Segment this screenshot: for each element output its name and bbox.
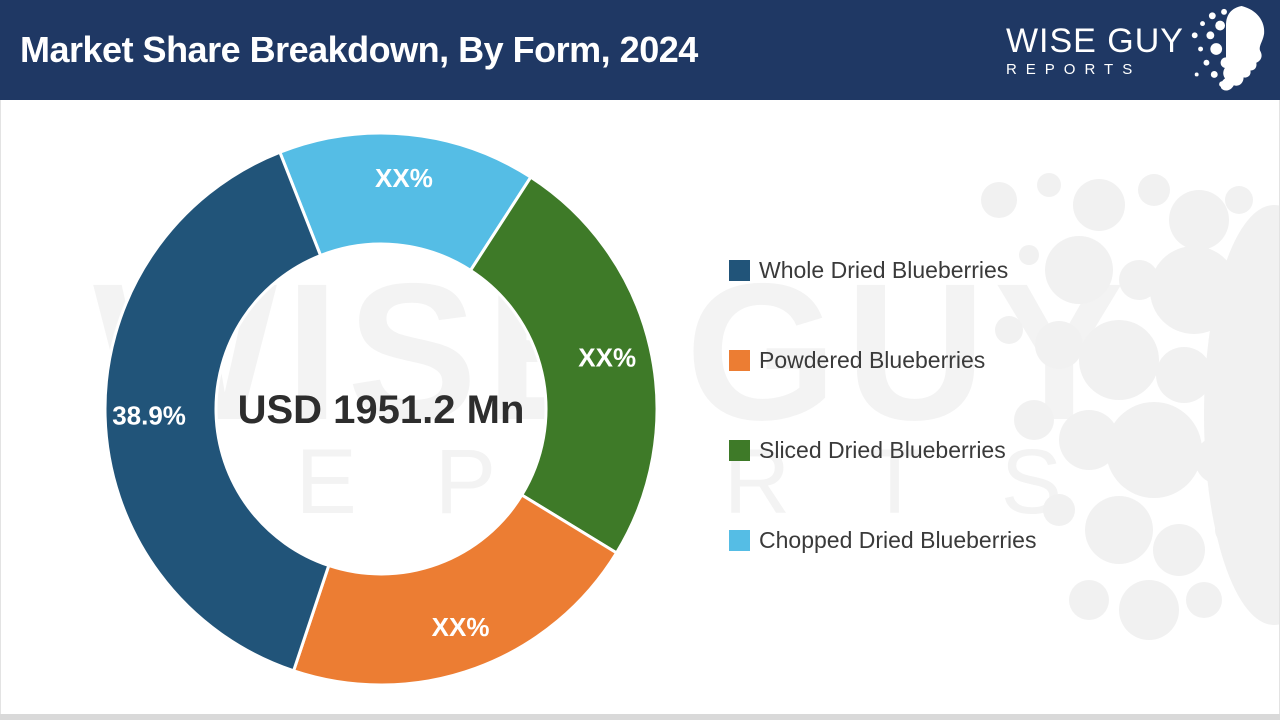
donut-slice-labels: XX% XX% XX% 38.9% bbox=[112, 163, 636, 642]
legend: Whole Dried Blueberries Powdered Blueberr… bbox=[729, 256, 1036, 616]
header-bar: Market Share Breakdown, By Form, 2024 WI… bbox=[0, 0, 1280, 100]
legend-label: Sliced Dried Blueberries bbox=[759, 436, 1006, 463]
legend-swatch bbox=[729, 439, 750, 461]
slice-label-chopped: XX% bbox=[375, 163, 433, 193]
legend-item: Sliced Dried Blueberries bbox=[729, 436, 1036, 464]
donut-center-value: USD 1951.2 Mn bbox=[238, 388, 525, 432]
legend-item: Whole Dried Blueberries bbox=[729, 256, 1036, 284]
logo-brand-name: WISE GUY bbox=[1005, 21, 1184, 60]
legend-label: Chopped Dried Blueberries bbox=[759, 526, 1037, 553]
donut-slice-powdered bbox=[292, 493, 619, 687]
legend-swatch bbox=[729, 259, 750, 281]
legend-item: Chopped Dried Blueberries bbox=[729, 526, 1036, 554]
slice-label-sliced: XX% bbox=[578, 342, 636, 372]
logo-face-icon bbox=[1191, 6, 1265, 91]
legend-swatch bbox=[729, 529, 750, 551]
logo-text: WISE GUY REPORTS bbox=[1006, 22, 1184, 79]
legend-swatch bbox=[729, 349, 750, 371]
legend-label: Powdered Blueberries bbox=[759, 346, 986, 373]
logo-brand-sub: REPORTS bbox=[1005, 60, 1142, 78]
slice-label-powdered: XX% bbox=[432, 612, 490, 642]
donut-slice-sliced bbox=[469, 175, 659, 555]
page-title: Market Share Breakdown, By Form, 2024 bbox=[20, 29, 698, 70]
donut-slice-whole bbox=[103, 150, 331, 673]
slice-label-whole: 38.9% bbox=[112, 400, 186, 430]
donut-slices bbox=[103, 131, 659, 687]
legend-label: Whole Dried Blueberries bbox=[759, 256, 1009, 283]
donut-chart: XX% XX% XX% 38.9% USD 1951.2 Mn bbox=[103, 131, 659, 687]
chart-area: WISE GUY REPORTS XX%XX%XX%38.9% USD 1951… bbox=[0, 100, 1280, 714]
legend-item: Powdered Blueberries bbox=[729, 346, 1036, 374]
wise-guy-reports-logo: WISE GUY REPORTS bbox=[1006, 6, 1266, 94]
bottom-bar bbox=[0, 714, 1280, 720]
